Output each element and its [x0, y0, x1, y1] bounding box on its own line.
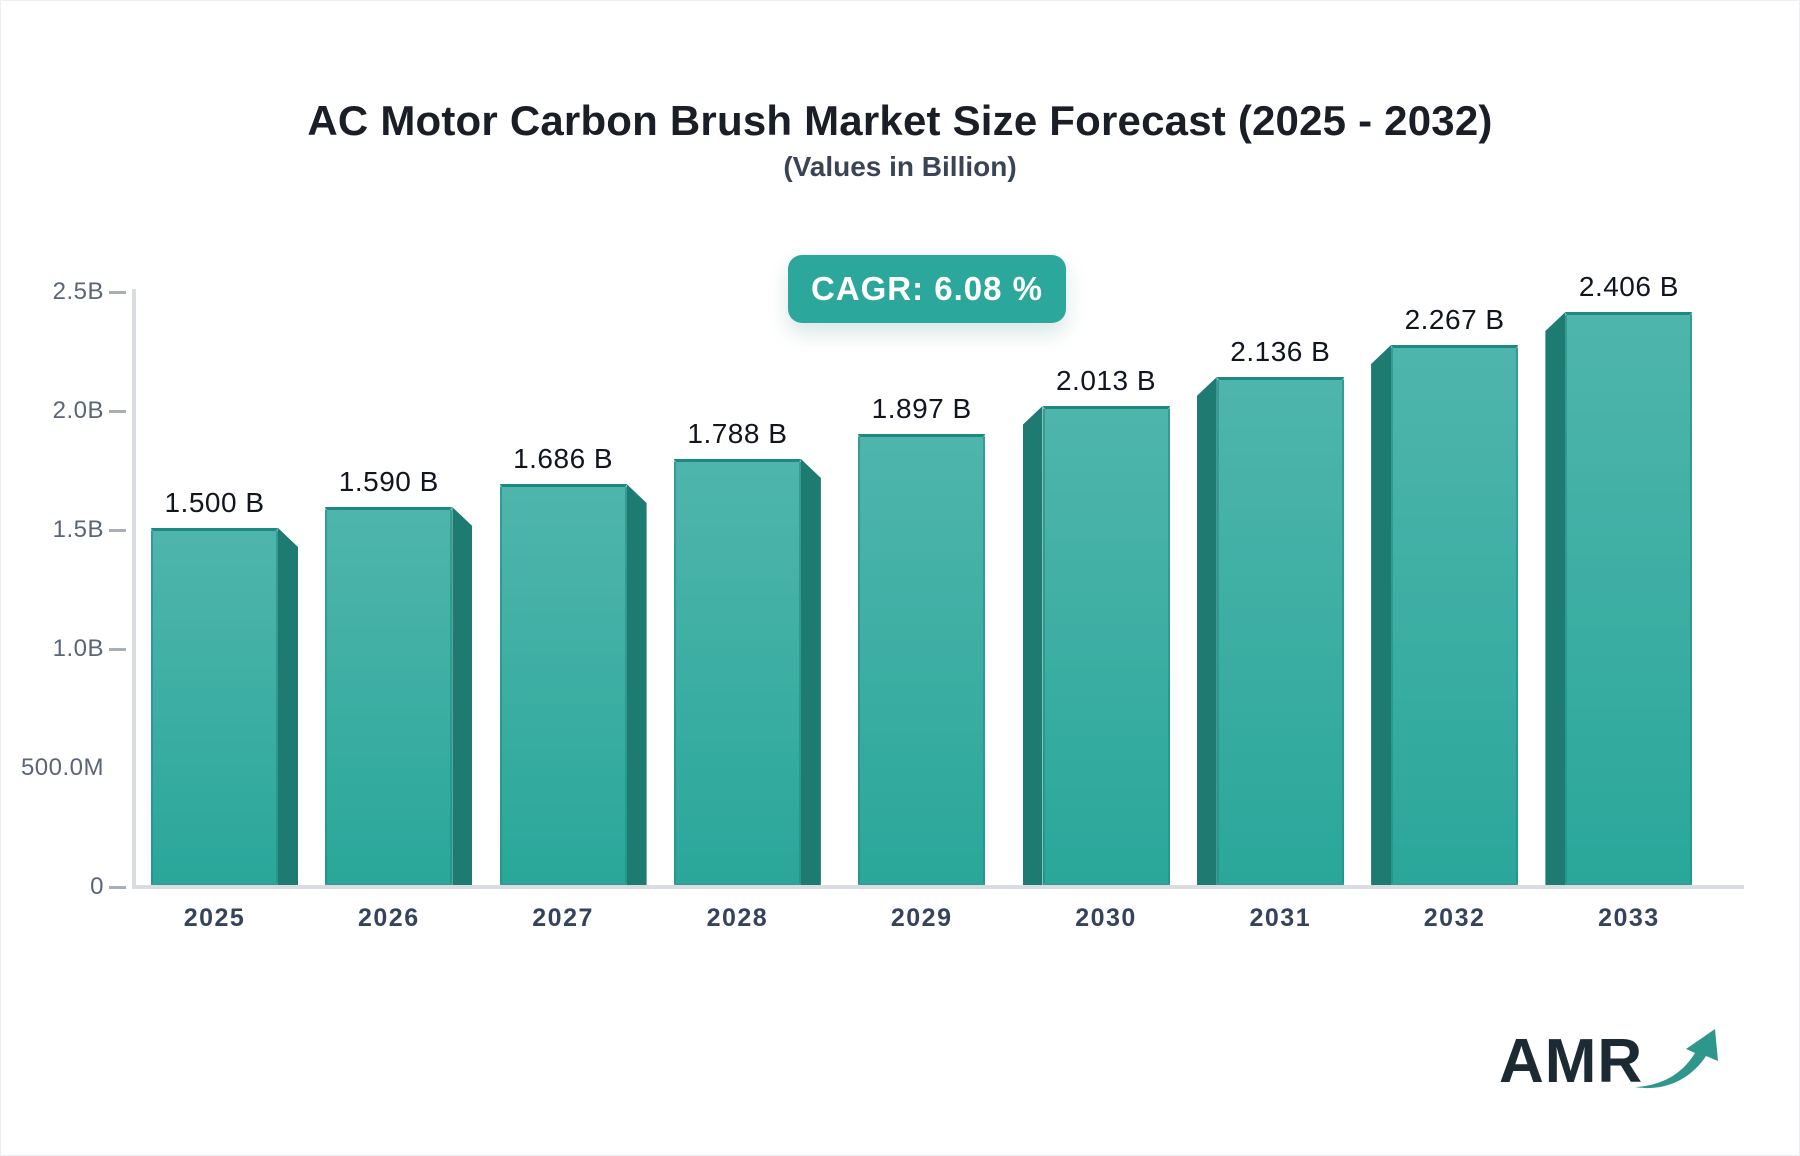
bar-2030	[1042, 406, 1170, 885]
bar-value-label: 2.267 B	[1404, 304, 1505, 335]
bar-3d-side	[452, 507, 473, 885]
bar-2031	[1216, 377, 1344, 885]
chart-subtitle: (Values in Billion)	[783, 151, 1017, 182]
bar-value-label: 1.686 B	[513, 443, 614, 474]
y-tick-mark	[109, 410, 126, 413]
y-tick-mark	[109, 291, 126, 294]
bar-value-label: 1.590 B	[338, 466, 439, 497]
y-axis-line	[132, 289, 136, 887]
y-tick-mark	[109, 886, 126, 889]
x-axis-label: 2033	[1598, 904, 1660, 932]
y-tick-label: 1.0B	[52, 635, 104, 662]
bar-value-label: 1.500 B	[164, 487, 265, 518]
chart-title: AC Motor Carbon Brush Market Size Foreca…	[307, 97, 1493, 144]
bar-3d-side	[626, 484, 647, 885]
y-tick-label: 2.5B	[52, 278, 104, 305]
x-axis-label: 2031	[1249, 904, 1312, 932]
y-tick-label: 500.0M	[20, 754, 104, 781]
bar-2027	[499, 484, 627, 885]
x-axis-line	[132, 885, 1744, 889]
x-axis-label: 2030	[1075, 904, 1137, 932]
y-tick-label: 0	[90, 873, 104, 900]
bar-2033	[1565, 312, 1693, 885]
y-tick-mark	[109, 648, 126, 651]
bar-value-label: 2.406 B	[1578, 271, 1679, 302]
x-axis-label: 2025	[183, 904, 246, 932]
bar-value-label: 1.897 B	[871, 393, 972, 424]
cagr-badge: CAGR: 6.08 %	[788, 255, 1066, 323]
y-tick-label: 2.0B	[52, 397, 104, 424]
bar-value-label: 1.788 B	[687, 418, 788, 449]
x-axis-label: 2029	[890, 904, 953, 932]
bar-2025	[151, 528, 278, 885]
bar-3d-side	[1371, 345, 1392, 885]
bar-2026	[325, 507, 453, 885]
bar-2029	[858, 434, 986, 885]
bar-3d-side	[800, 459, 821, 885]
amr-logo: AMR	[1499, 1027, 1719, 1107]
x-axis-label: 2032	[1423, 904, 1486, 932]
bar-3d-side	[278, 528, 298, 885]
bar-3d-side	[1196, 377, 1217, 885]
x-axis-label: 2027	[532, 904, 594, 932]
x-axis-label: 2028	[706, 904, 769, 932]
x-axis-label: 2026	[357, 904, 420, 932]
bar-value-label: 2.136 B	[1230, 336, 1331, 367]
bar-2028	[673, 459, 801, 885]
y-tick-label: 1.5B	[52, 516, 104, 543]
amr-logo-text: AMR	[1499, 1027, 1644, 1096]
bar-3d-side	[1545, 312, 1566, 885]
bar-2032	[1391, 345, 1519, 885]
bar-value-label: 2.013 B	[1055, 365, 1157, 396]
y-tick-mark	[109, 529, 126, 532]
bar-3d-side	[1022, 406, 1043, 885]
growth-arrow-icon	[1635, 1029, 1718, 1089]
